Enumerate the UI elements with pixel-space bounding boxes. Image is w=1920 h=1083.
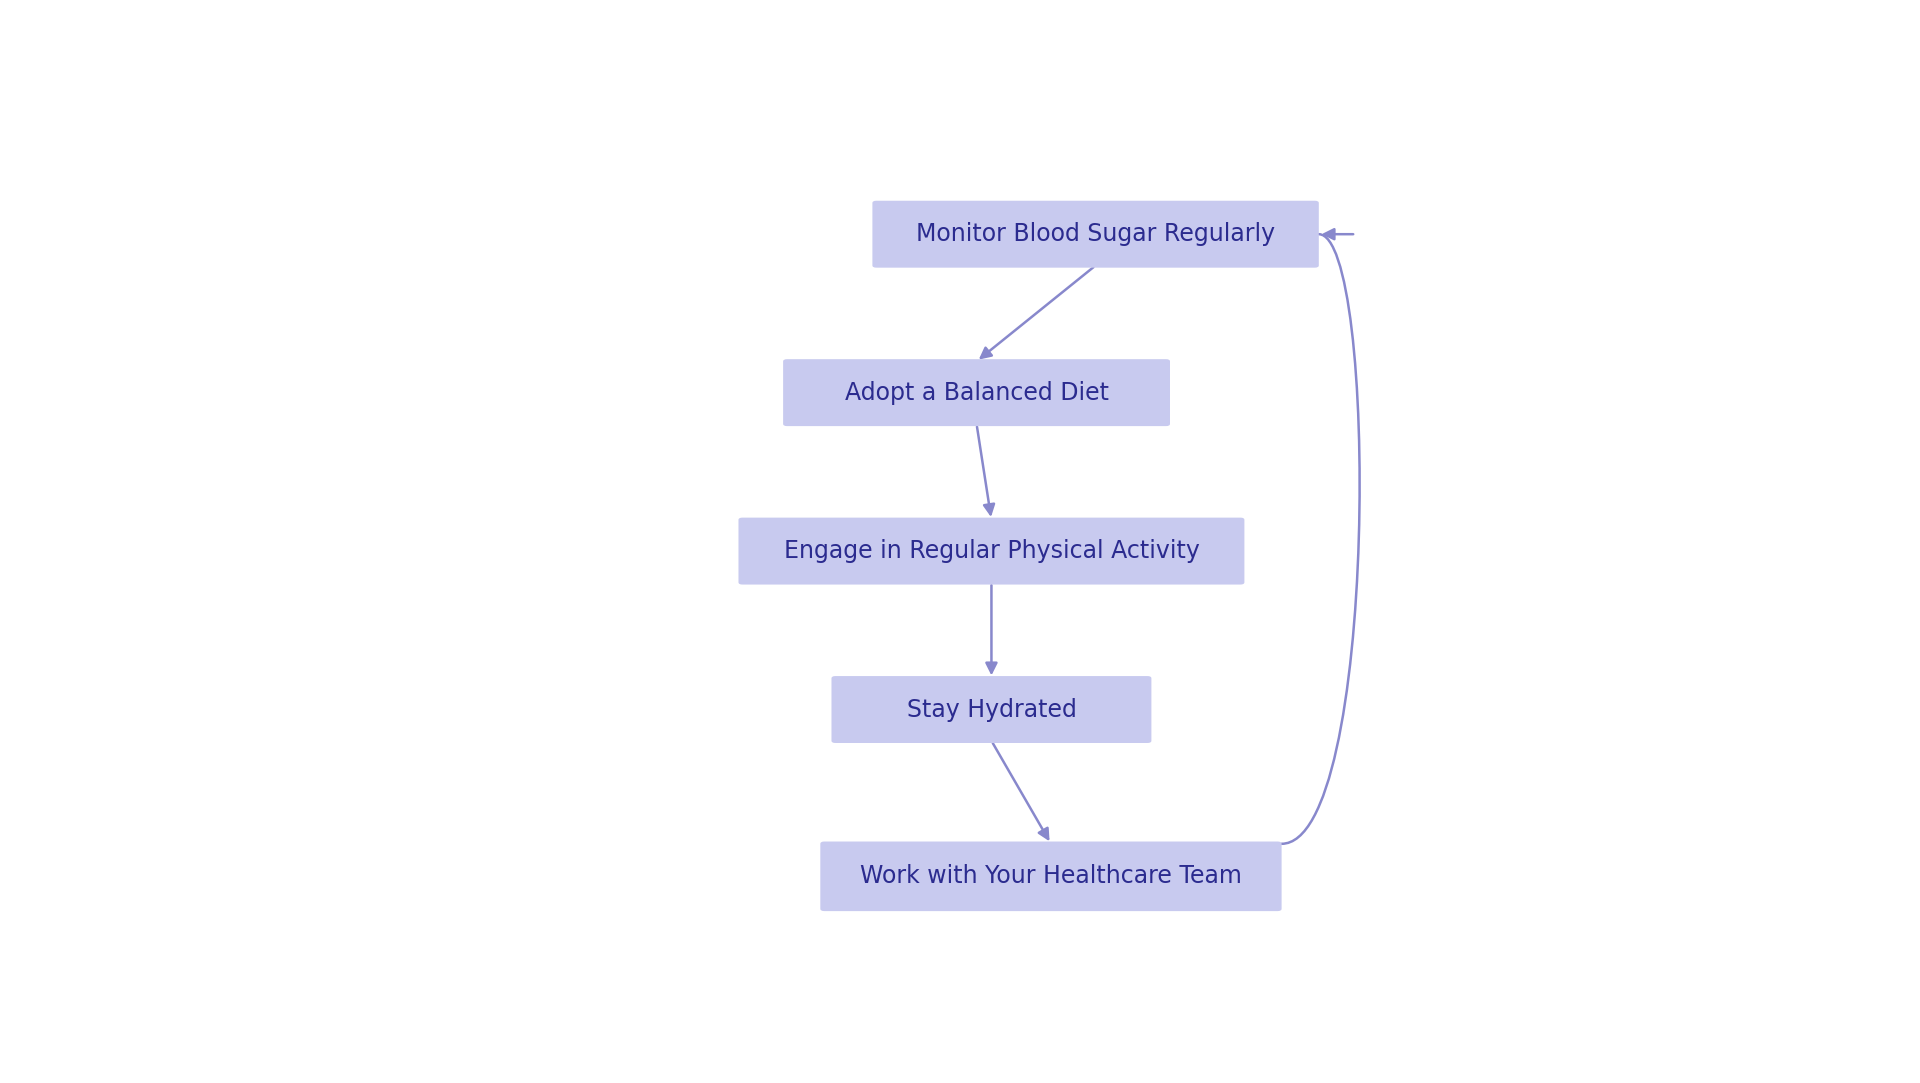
FancyBboxPatch shape	[820, 841, 1283, 911]
FancyBboxPatch shape	[872, 200, 1319, 268]
Text: Engage in Regular Physical Activity: Engage in Regular Physical Activity	[783, 539, 1200, 563]
Text: Stay Hydrated: Stay Hydrated	[906, 697, 1077, 721]
FancyBboxPatch shape	[831, 676, 1152, 743]
Text: Adopt a Balanced Diet: Adopt a Balanced Diet	[845, 380, 1108, 405]
Text: Work with Your Healthcare Team: Work with Your Healthcare Team	[860, 864, 1242, 888]
Text: Monitor Blood Sugar Regularly: Monitor Blood Sugar Regularly	[916, 222, 1275, 246]
FancyBboxPatch shape	[783, 360, 1169, 426]
FancyBboxPatch shape	[739, 518, 1244, 585]
